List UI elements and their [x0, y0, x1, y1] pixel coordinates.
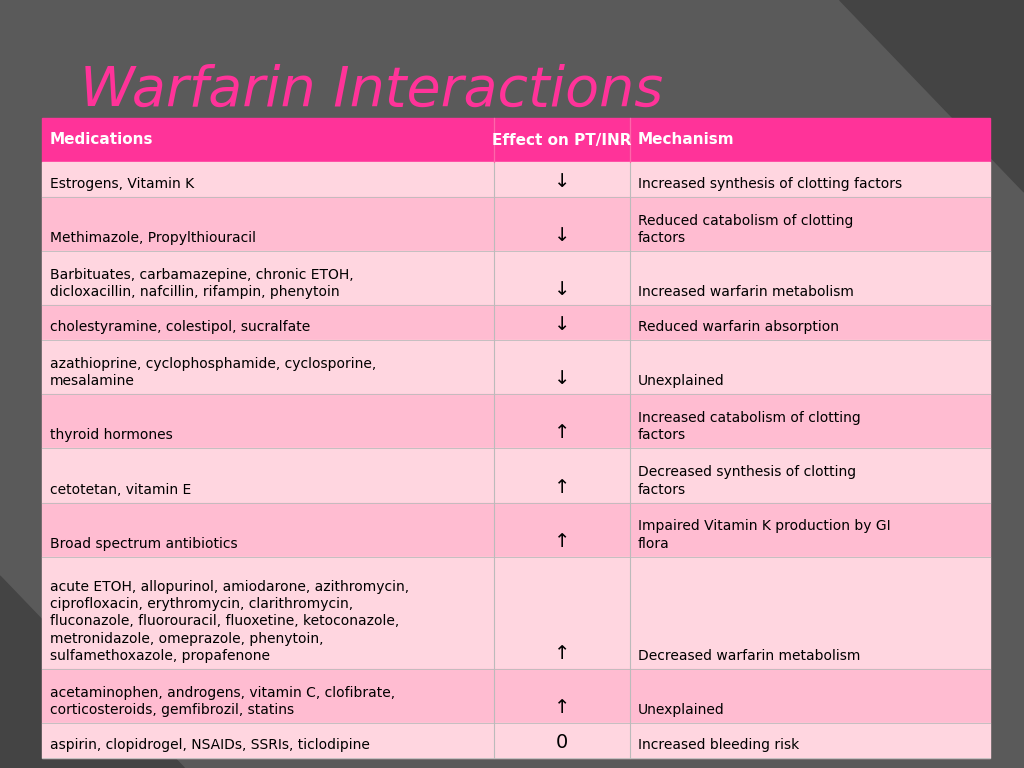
Text: Reduced catabolism of clotting
factors: Reduced catabolism of clotting factors	[638, 214, 853, 245]
Text: Broad spectrum antibiotics: Broad spectrum antibiotics	[50, 537, 238, 551]
Text: Barbituates, carbamazepine, chronic ETOH,
dicloxacillin, nafcillin, rifampin, ph: Barbituates, carbamazepine, chronic ETOH…	[50, 268, 353, 300]
Text: 0: 0	[556, 733, 568, 752]
Text: Methimazole, Propylthiouracil: Methimazole, Propylthiouracil	[50, 231, 256, 245]
Text: Reduced warfarin absorption: Reduced warfarin absorption	[638, 320, 839, 334]
Text: ↑: ↑	[554, 698, 570, 717]
Text: aspirin, clopidrogel, NSAIDs, SSRIs, ticlodipine: aspirin, clopidrogel, NSAIDs, SSRIs, tic…	[50, 738, 370, 752]
Text: ↑: ↑	[554, 478, 570, 497]
Text: Medications: Medications	[50, 133, 154, 147]
Text: ↓: ↓	[554, 226, 570, 245]
Text: Increased catabolism of clotting
factors: Increased catabolism of clotting factors	[638, 411, 860, 442]
Text: acute ETOH, allopurinol, amiodarone, azithromycin,
ciprofloxacin, erythromycin, : acute ETOH, allopurinol, amiodarone, azi…	[50, 580, 410, 663]
Text: ↑: ↑	[554, 644, 570, 663]
Text: Impaired Vitamin K production by GI
flora: Impaired Vitamin K production by GI flor…	[638, 519, 891, 551]
Text: cetotetan, vitamin E: cetotetan, vitamin E	[50, 482, 191, 497]
Text: ↓: ↓	[554, 315, 570, 334]
Text: ↓: ↓	[554, 369, 570, 388]
Text: Unexplained: Unexplained	[638, 703, 725, 717]
Text: Increased bleeding risk: Increased bleeding risk	[638, 738, 799, 752]
Text: thyroid hormones: thyroid hormones	[50, 429, 173, 442]
Text: ↓: ↓	[554, 172, 570, 190]
Text: Effect on PT/INR: Effect on PT/INR	[493, 133, 632, 147]
Text: Increased warfarin metabolism: Increased warfarin metabolism	[638, 285, 854, 300]
Text: cholestyramine, colestipol, sucralfate: cholestyramine, colestipol, sucralfate	[50, 320, 310, 334]
Text: Increased synthesis of clotting factors: Increased synthesis of clotting factors	[638, 177, 902, 190]
Text: ↑: ↑	[554, 423, 570, 442]
Text: Decreased warfarin metabolism: Decreased warfarin metabolism	[638, 649, 860, 663]
Text: acetaminophen, androgens, vitamin C, clofibrate,
corticosteroids, gemfibrozil, s: acetaminophen, androgens, vitamin C, clo…	[50, 686, 395, 717]
Text: Decreased synthesis of clotting
factors: Decreased synthesis of clotting factors	[638, 465, 856, 497]
Text: Estrogens, Vitamin K: Estrogens, Vitamin K	[50, 177, 195, 190]
Text: ↓: ↓	[554, 280, 570, 300]
Text: Mechanism: Mechanism	[638, 133, 734, 147]
Text: ↑: ↑	[554, 531, 570, 551]
Text: azathioprine, cyclophosphamide, cyclosporine,
mesalamine: azathioprine, cyclophosphamide, cyclospo…	[50, 357, 376, 388]
Text: Unexplained: Unexplained	[638, 374, 725, 388]
Text: Warfarin Interactions: Warfarin Interactions	[80, 64, 664, 117]
